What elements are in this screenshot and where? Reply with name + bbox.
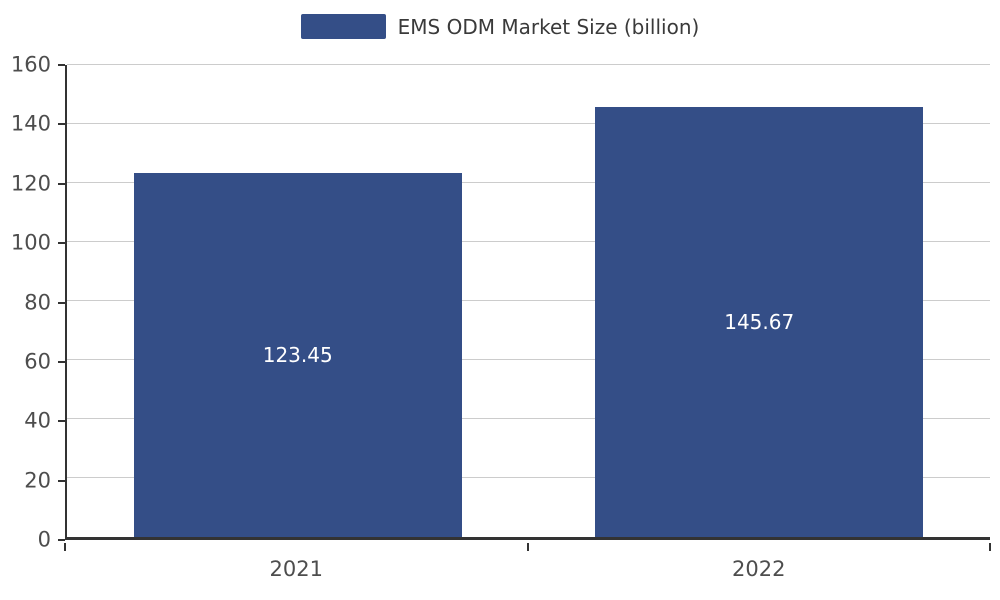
gridline <box>67 477 990 478</box>
gridline <box>67 241 990 242</box>
y-axis: 0 20 40 60 80 100 120 140 160 <box>0 54 65 550</box>
plot-area: 123.45 145.67 <box>65 64 990 540</box>
gridline <box>67 300 990 301</box>
x-tick-mark <box>526 543 529 551</box>
y-tick-label: 140 <box>10 111 51 136</box>
y-tick-mark <box>58 479 65 482</box>
y-tick-label: 60 <box>24 349 51 374</box>
y-tick-label: 80 <box>24 290 51 314</box>
y-tick-label: 20 <box>24 468 51 493</box>
x-tick-label: 2022 <box>732 557 786 581</box>
y-tick-mark <box>58 182 65 185</box>
y-tick-mark <box>58 360 65 363</box>
bar-value-label: 123.45 <box>262 342 333 367</box>
y-tick-mark <box>58 64 65 66</box>
gridline <box>67 123 990 124</box>
y-tick-mark <box>58 420 65 423</box>
x-tick-mark <box>64 543 66 551</box>
y-tick-label: 40 <box>24 408 51 433</box>
gridline <box>67 418 990 419</box>
y-tick-label: 0 <box>37 527 51 552</box>
y-tick-mark <box>58 539 65 541</box>
y-tick-mark <box>58 123 65 126</box>
x-tick-label: 2021 <box>269 557 323 581</box>
y-tick-mark <box>58 301 65 304</box>
legend-label: EMS ODM Market Size (billion) <box>397 14 700 39</box>
y-tick-mark <box>58 242 65 245</box>
legend-swatch <box>300 14 386 39</box>
bar-2022[interactable]: 145.67 <box>595 107 924 537</box>
gridline <box>67 182 990 183</box>
y-tick-label: 120 <box>10 171 51 196</box>
legend[interactable]: EMS ODM Market Size (billion) <box>0 14 1000 39</box>
x-axis: 2021 2022 <box>64 543 991 593</box>
y-tick-label: 160 <box>10 52 51 77</box>
x-tick-mark <box>989 543 991 551</box>
y-tick-label: 100 <box>10 230 51 255</box>
bar-value-label: 145.67 <box>724 310 795 335</box>
bar-2021[interactable]: 123.45 <box>133 172 462 537</box>
gridline <box>67 64 990 65</box>
gridline <box>67 359 990 360</box>
